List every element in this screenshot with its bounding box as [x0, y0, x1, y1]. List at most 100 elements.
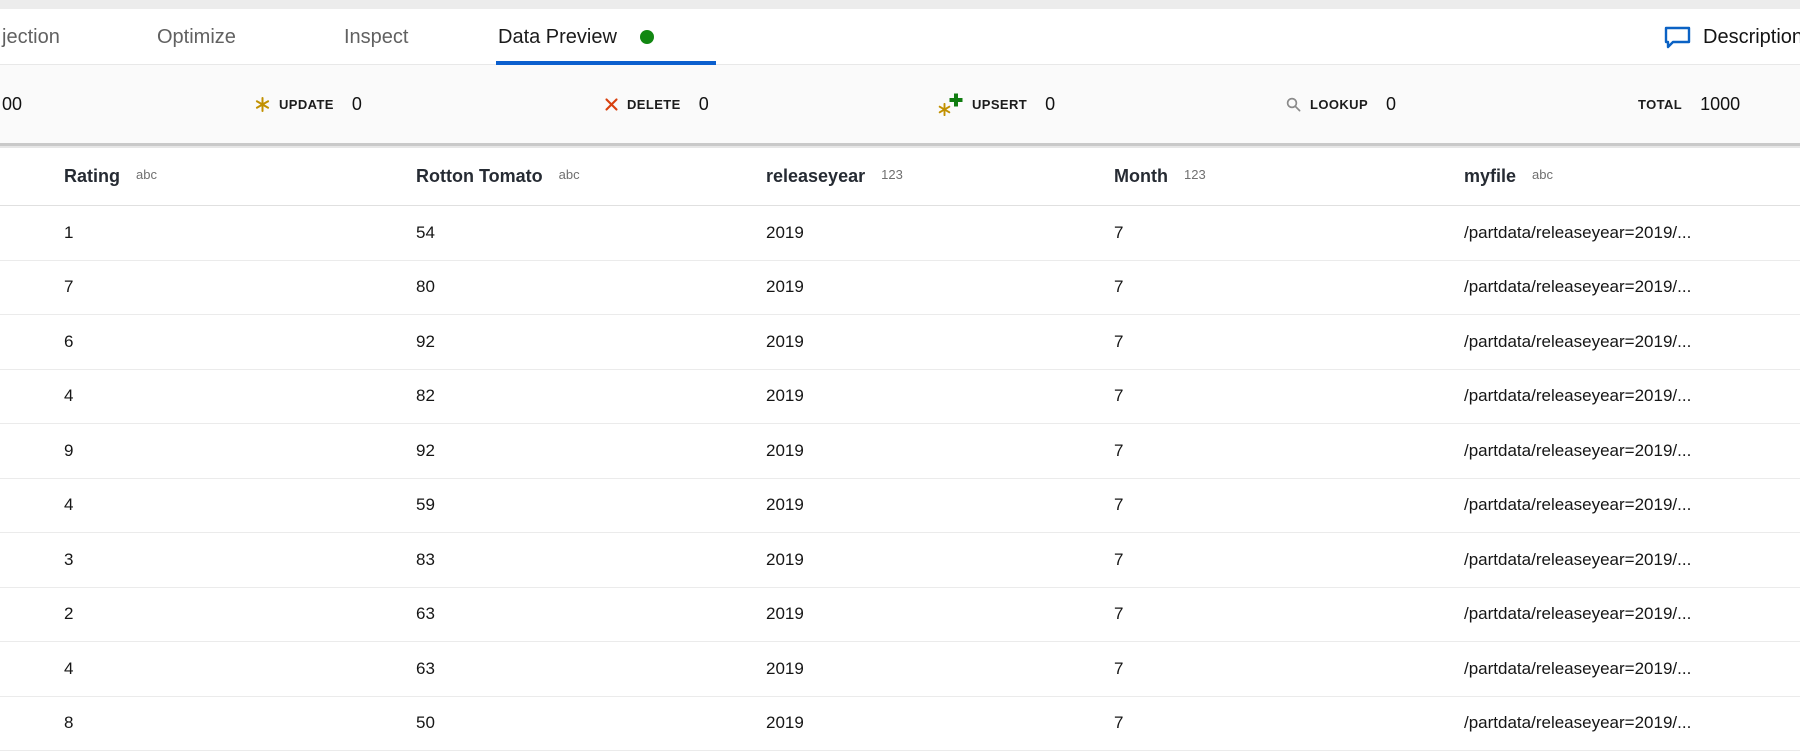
table-cell: 4 [64, 386, 74, 406]
table-cell: 2019 [766, 549, 804, 569]
table-cell: /partdata/releaseyear=2019/... [1464, 331, 1692, 351]
table-cell: 63 [416, 604, 435, 624]
comment-icon [1664, 26, 1691, 48]
tab-optimize[interactable]: Optimize [157, 9, 236, 65]
table-cell: 2 [64, 604, 74, 624]
tab-inspect[interactable]: Inspect [344, 9, 408, 65]
stat-update-value: 0 [351, 93, 362, 114]
column-name: Rating [64, 166, 120, 186]
table-cell: 92 [416, 440, 435, 460]
table-cell: 80 [416, 277, 435, 297]
description-button[interactable]: Description [1664, 9, 1800, 65]
stat-total-label: TOTAL [1638, 96, 1683, 112]
table-row: 4 63 2019 7/partdata/releaseyear=2019/... [0, 642, 1800, 697]
column-type-badge: abc [136, 167, 157, 182]
table-row: 6 92 2019 7/partdata/releaseyear=2019/... [0, 315, 1800, 370]
column-name: Month [1114, 166, 1168, 186]
table-cell: 50 [416, 713, 435, 733]
table-cell: 83 [416, 549, 435, 569]
table-cell: 4 [64, 658, 74, 678]
table-cell: 4 [64, 495, 74, 515]
table-cell: 7 [1114, 604, 1124, 624]
tab-data-preview-label: Data Preview [498, 25, 617, 48]
column-name: releaseyear [766, 166, 866, 186]
table-body: 1 54 2019 7/partdata/releaseyear=2019/... 7 8… [0, 206, 1800, 751]
table-cell: /partdata/releaseyear=2019/... [1464, 658, 1692, 678]
table-cell: 54 [416, 222, 435, 242]
table-cell: /partdata/releaseyear=2019/... [1464, 549, 1692, 569]
table-cell: 7 [1114, 386, 1124, 406]
table-cell: 7 [1114, 658, 1124, 678]
table-cell: 7 [1114, 713, 1124, 733]
table-row: 2 63 2019 7/partdata/releaseyear=2019/... [0, 588, 1800, 642]
table-cell: /partdata/releaseyear=2019/... [1464, 713, 1692, 733]
table-cell: 3 [64, 549, 74, 569]
table-cell: 2019 [766, 658, 804, 678]
stat-total: TOTAL 1000 [1638, 65, 1740, 143]
column-header-releaseyear[interactable]: releaseyear 123 [766, 166, 1114, 187]
magnifier-icon [1286, 97, 1301, 112]
stat-delete-label: DELETE [627, 96, 681, 112]
table-cell: 7 [1114, 277, 1124, 297]
preview-status-dot-icon [639, 30, 654, 44]
column-name: Rotton Tomato [416, 166, 543, 186]
table-cell: 92 [416, 331, 435, 351]
table-header-row: Rating abc Rotton Tomato abc releaseyear 123 M… [0, 148, 1800, 206]
tab-optimize-label: Optimize [157, 25, 236, 48]
table-row: 8 50 2019 7/partdata/releaseyear=2019/... [0, 697, 1800, 751]
table-cell: 82 [416, 386, 435, 406]
stat-insert-value: 00 [2, 93, 23, 114]
stat-update: UPDATE 0 [255, 65, 362, 143]
stat-upsert: UPSERT 0 [938, 65, 1055, 143]
stats-bar: 00 UPDATE 0 DELETE 0 [0, 65, 1800, 143]
stat-delete: DELETE 0 [605, 65, 709, 143]
column-type-badge: 123 [1183, 167, 1206, 182]
table-cell: 2019 [766, 713, 804, 733]
stat-upsert-label: UPSERT [972, 96, 1028, 112]
tab-projection[interactable]: jection [2, 9, 60, 65]
tab-bar: jection Optimize Inspect Data Preview De… [0, 9, 1800, 65]
description-label: Description [1703, 25, 1800, 48]
stat-lookup-value: 0 [1386, 93, 1397, 114]
table-cell: 7 [1114, 495, 1124, 515]
stat-upsert-value: 0 [1045, 93, 1056, 114]
table-cell: 2019 [766, 331, 804, 351]
table-cell: 2019 [766, 222, 804, 242]
column-header-rating[interactable]: Rating abc [64, 166, 416, 187]
table-cell: 7 [1114, 222, 1124, 242]
table-cell: 63 [416, 658, 435, 678]
table-row: 7 80 2019 7/partdata/releaseyear=2019/... [0, 261, 1800, 315]
table-cell: /partdata/releaseyear=2019/... [1464, 604, 1692, 624]
table-cell: /partdata/releaseyear=2019/... [1464, 277, 1692, 297]
table-row: 4 82 2019 7/partdata/releaseyear=2019/... [0, 370, 1800, 424]
stat-insert: 00 [2, 65, 22, 143]
table-cell: 9 [64, 440, 74, 460]
column-header-month[interactable]: Month 123 [1114, 166, 1464, 187]
data-preview-table: Rating abc Rotton Tomato abc releaseyear 123 M… [0, 148, 1800, 751]
table-cell: 1 [64, 222, 74, 242]
table-row: 1 54 2019 7/partdata/releaseyear=2019/... [0, 206, 1800, 261]
top-strip [0, 0, 1800, 9]
table-cell: /partdata/releaseyear=2019/... [1464, 222, 1692, 242]
table-row: 3 83 2019 7/partdata/releaseyear=2019/... [0, 533, 1800, 588]
stats-table-separator [0, 143, 1800, 148]
table-cell: 2019 [766, 495, 804, 515]
stat-update-label: UPDATE [279, 96, 334, 112]
tab-projection-label: jection [2, 25, 60, 48]
table-cell: /partdata/releaseyear=2019/... [1464, 386, 1692, 406]
table-cell: 59 [416, 495, 435, 515]
tab-data-preview[interactable]: Data Preview [496, 9, 716, 65]
table-cell: 7 [1114, 331, 1124, 351]
stat-total-value: 1000 [1700, 93, 1741, 114]
column-type-badge: abc [1532, 167, 1553, 182]
stat-lookup-label: LOOKUP [1310, 96, 1369, 112]
asterisk-plus-icon [938, 91, 963, 117]
stat-delete-value: 0 [698, 93, 709, 114]
table-cell: /partdata/releaseyear=2019/... [1464, 440, 1692, 460]
column-header-myfile[interactable]: myfile abc [1464, 166, 1800, 187]
column-type-badge: 123 [881, 167, 903, 182]
stat-lookup: LOOKUP 0 [1286, 65, 1396, 143]
column-header-rotton-tomato[interactable]: Rotton Tomato abc [416, 166, 766, 187]
table-cell: 8 [64, 713, 74, 733]
table-row: 4 59 2019 7/partdata/releaseyear=2019/... [0, 479, 1800, 533]
